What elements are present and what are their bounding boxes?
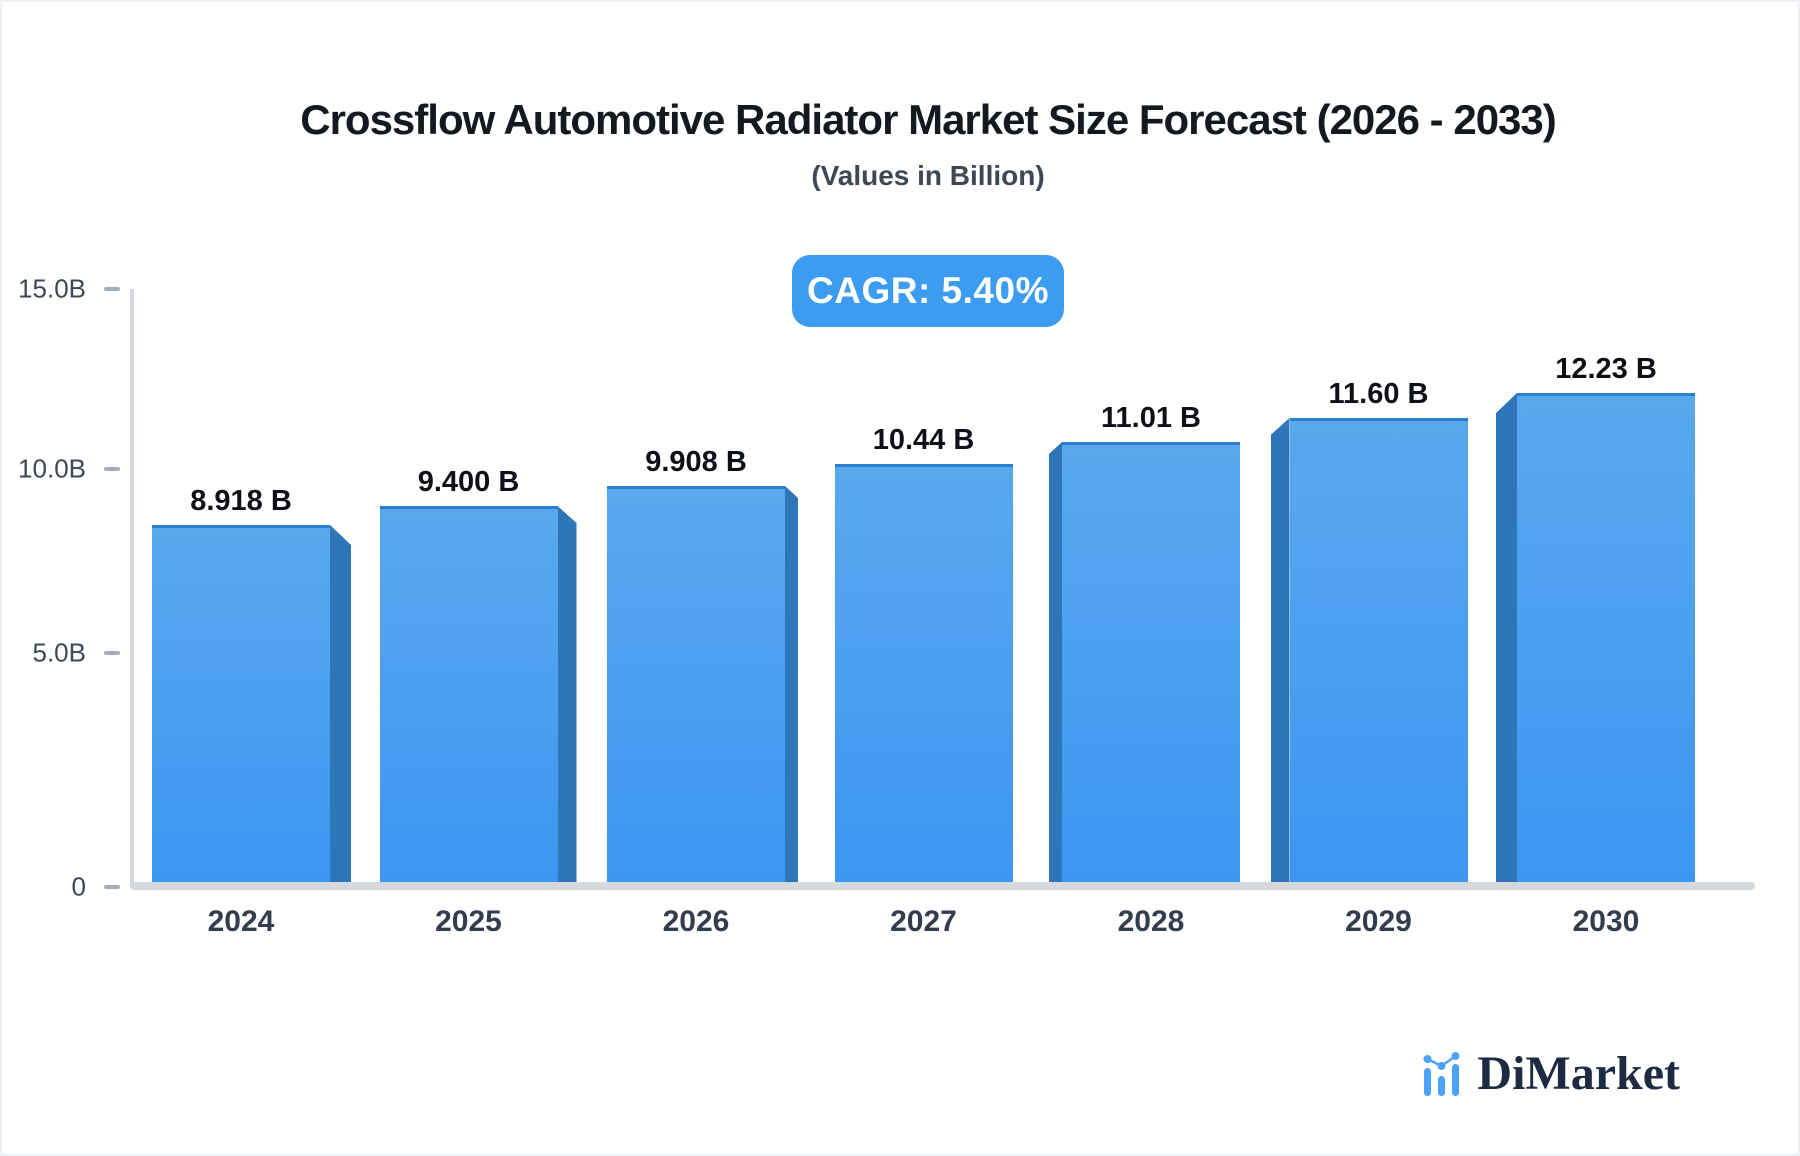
y-tick-label-15: 15.0B: [18, 273, 86, 304]
bar-side-face: [1496, 393, 1517, 882]
bar-face: [379, 506, 558, 882]
x-axis-label-2026: 2026: [662, 905, 730, 938]
y-tick-mark: [104, 651, 120, 655]
chart-subtitle: (Values in Billion): [811, 160, 1045, 191]
x-axis-label-2025: 2025: [435, 905, 502, 938]
bar-side-face: [785, 486, 798, 882]
bar-face: [1517, 393, 1695, 882]
bar-value-label: 9.908 B: [645, 446, 747, 478]
x-axis-label-2029: 2029: [1345, 905, 1412, 938]
x-axis-label-2024: 2024: [207, 905, 275, 938]
cagr-badge-label: CAGR: 5.40%: [807, 270, 1049, 311]
bar-side-face: [1270, 418, 1290, 882]
bar-value-label: 11.01 B: [1101, 402, 1201, 434]
bar-2030: 12.23 B 2030: [1496, 353, 1695, 938]
bar-side-face: [557, 506, 577, 882]
cagr-badge: CAGR: 5.40%: [792, 255, 1064, 327]
bar-face: [1062, 442, 1240, 882]
y-tick-mark: [104, 467, 120, 471]
chart-title: Crossflow Automotive Radiator Market Siz…: [300, 96, 1557, 143]
bar-value-label: 9.400 B: [417, 466, 520, 498]
bar-face: [152, 525, 330, 882]
bar-2026: 9.908 B 2026: [607, 446, 798, 938]
bar-2027: 10.44 B 2027: [834, 424, 1013, 938]
x-axis-label-2027: 2027: [890, 905, 957, 938]
x-axis-line: [130, 882, 1755, 890]
x-axis-label-2030: 2030: [1572, 905, 1640, 938]
y-tick-label-10: 10.0B: [18, 453, 86, 484]
bar-line-chart-icon: [1423, 1052, 1460, 1096]
y-axis-line: [130, 289, 134, 886]
bar-value-label: 8.918 B: [190, 485, 292, 517]
x-axis-label-2028: 2028: [1117, 905, 1185, 938]
bar-2029: 11.60 B 2029: [1270, 378, 1468, 938]
bar-face: [607, 486, 785, 882]
bar-face: [834, 464, 1013, 882]
brand-logo: DiMarket: [1423, 1046, 1680, 1100]
y-tick-mark: [104, 287, 120, 291]
bar-2028: 11.01 B 2028: [1049, 402, 1240, 938]
brand-name: DiMarket: [1477, 1046, 1680, 1100]
bar-value-label: 10.44 B: [872, 424, 975, 456]
bar-value-label: 12.23 B: [1555, 353, 1657, 385]
bar-face: [1289, 418, 1468, 882]
y-tick-label-5: 5.0B: [32, 637, 87, 668]
y-tick-mark: [104, 885, 120, 889]
y-tick-label-0: 0: [71, 871, 86, 902]
bar-2025: 9.400 B 2025: [379, 466, 577, 938]
bar-value-label: 11.60 B: [1328, 378, 1429, 410]
bar-2024: 8.918 B 2024: [152, 485, 351, 938]
bar-side-face: [1049, 442, 1062, 882]
bar-side-face: [330, 525, 351, 882]
